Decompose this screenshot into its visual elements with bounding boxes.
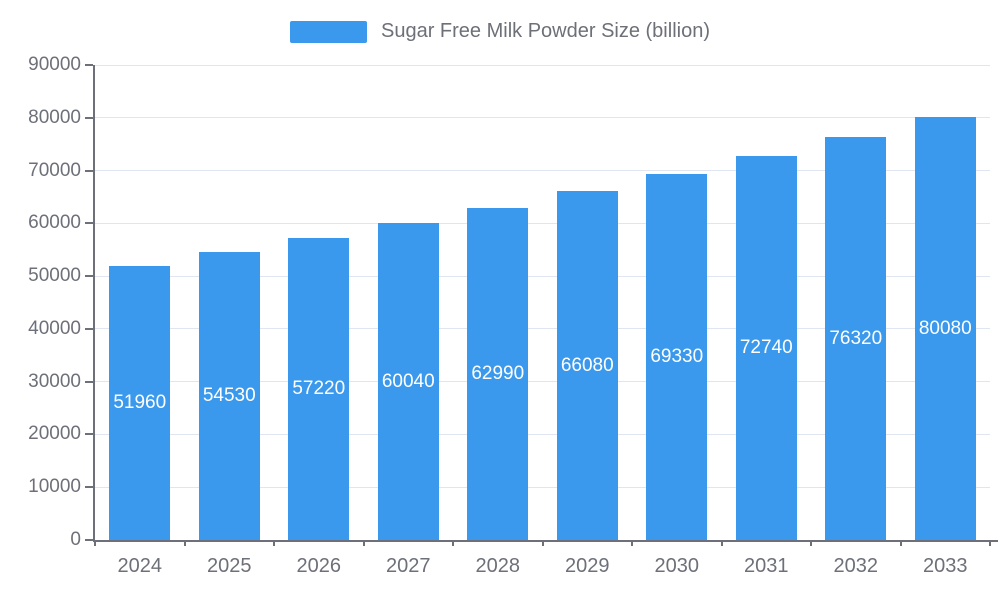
x-axis-line [93, 540, 998, 542]
gridline [95, 170, 990, 172]
legend[interactable]: Sugar Free Milk Powder Size (billion) [0, 20, 1000, 43]
legend-label: Sugar Free Milk Powder Size (billion) [380, 20, 710, 42]
y-tick-mark [85, 433, 93, 436]
bar [288, 238, 350, 540]
bar-value-label: 51960 [113, 391, 167, 413]
y-tick-mark [85, 116, 93, 119]
x-tick-mark [631, 540, 633, 546]
bar [646, 174, 708, 540]
gridline [95, 222, 990, 224]
gridline [95, 433, 990, 435]
bar-value-label: 62990 [471, 362, 525, 384]
gridline [95, 381, 990, 383]
y-tick-mark [85, 169, 93, 172]
y-axis-label: 80000 [28, 106, 81, 128]
x-tick-mark [273, 540, 275, 546]
x-tick-mark [989, 540, 991, 546]
gridline [95, 275, 990, 277]
x-axis-label: 2025 [207, 555, 252, 577]
bar-value-label: 76320 [829, 327, 883, 349]
x-tick-mark [183, 540, 186, 546]
x-axis-label: 2032 [833, 555, 879, 577]
y-axis-label: 20000 [28, 423, 81, 445]
bar [467, 207, 529, 540]
y-axis-label: 10000 [28, 476, 81, 498]
x-axis-label: 2026 [296, 555, 342, 577]
y-tick-mark [85, 222, 93, 225]
y-tick-mark [85, 539, 93, 541]
x-axis-label: 2028 [475, 555, 521, 577]
x-tick-mark [541, 540, 544, 546]
y-axis-label: 40000 [28, 317, 81, 339]
bar-value-label: 69330 [650, 346, 704, 368]
x-axis-label: 2030 [654, 555, 700, 577]
y-tick-mark [85, 327, 93, 330]
gridline [95, 64, 990, 66]
bar [735, 156, 797, 540]
gridline [95, 117, 990, 119]
bar-value-label: 72740 [739, 337, 793, 359]
bar [377, 223, 439, 540]
bar-value-label: 60040 [381, 370, 435, 392]
x-tick-mark [810, 540, 812, 546]
y-axis-label: 0 [70, 529, 81, 550]
y-tick-mark [85, 486, 93, 489]
x-tick-mark [899, 540, 902, 546]
y-tick-mark [85, 275, 93, 278]
y-axis-label: 30000 [28, 370, 81, 392]
gridline [95, 486, 990, 488]
bar-value-label: 57220 [292, 378, 346, 399]
bar-value-label: 54530 [202, 385, 256, 407]
x-axis-label: 2024 [117, 555, 163, 577]
bar [109, 265, 171, 540]
x-tick-mark [452, 540, 454, 546]
y-axis-label: 90000 [28, 54, 81, 75]
x-axis-label: 2029 [565, 555, 610, 577]
y-tick-mark [85, 380, 93, 383]
x-axis-label: 2033 [923, 555, 968, 577]
bar [556, 191, 618, 540]
legend-swatch-icon [289, 20, 367, 43]
y-axis-label: 60000 [28, 212, 81, 234]
bar-value-label: 66080 [560, 354, 614, 376]
y-axis-line [93, 65, 95, 542]
y-axis-label: 70000 [28, 159, 81, 181]
gridline [95, 328, 990, 330]
y-axis-label: 50000 [28, 265, 81, 287]
bar [914, 117, 976, 540]
bar [825, 137, 887, 540]
x-tick-mark [720, 540, 723, 546]
x-tick-mark [362, 540, 365, 546]
x-tick-mark [94, 540, 96, 546]
bar [198, 252, 260, 540]
plot-area: 0 10000 20000 30000 40000 50000 60000 70000 8000… [28, 54, 998, 577]
x-axis-label: 2031 [744, 555, 789, 577]
y-tick-mark [85, 64, 93, 66]
x-axis-label: 2027 [386, 555, 431, 577]
bar-value-label: 80080 [918, 317, 972, 339]
